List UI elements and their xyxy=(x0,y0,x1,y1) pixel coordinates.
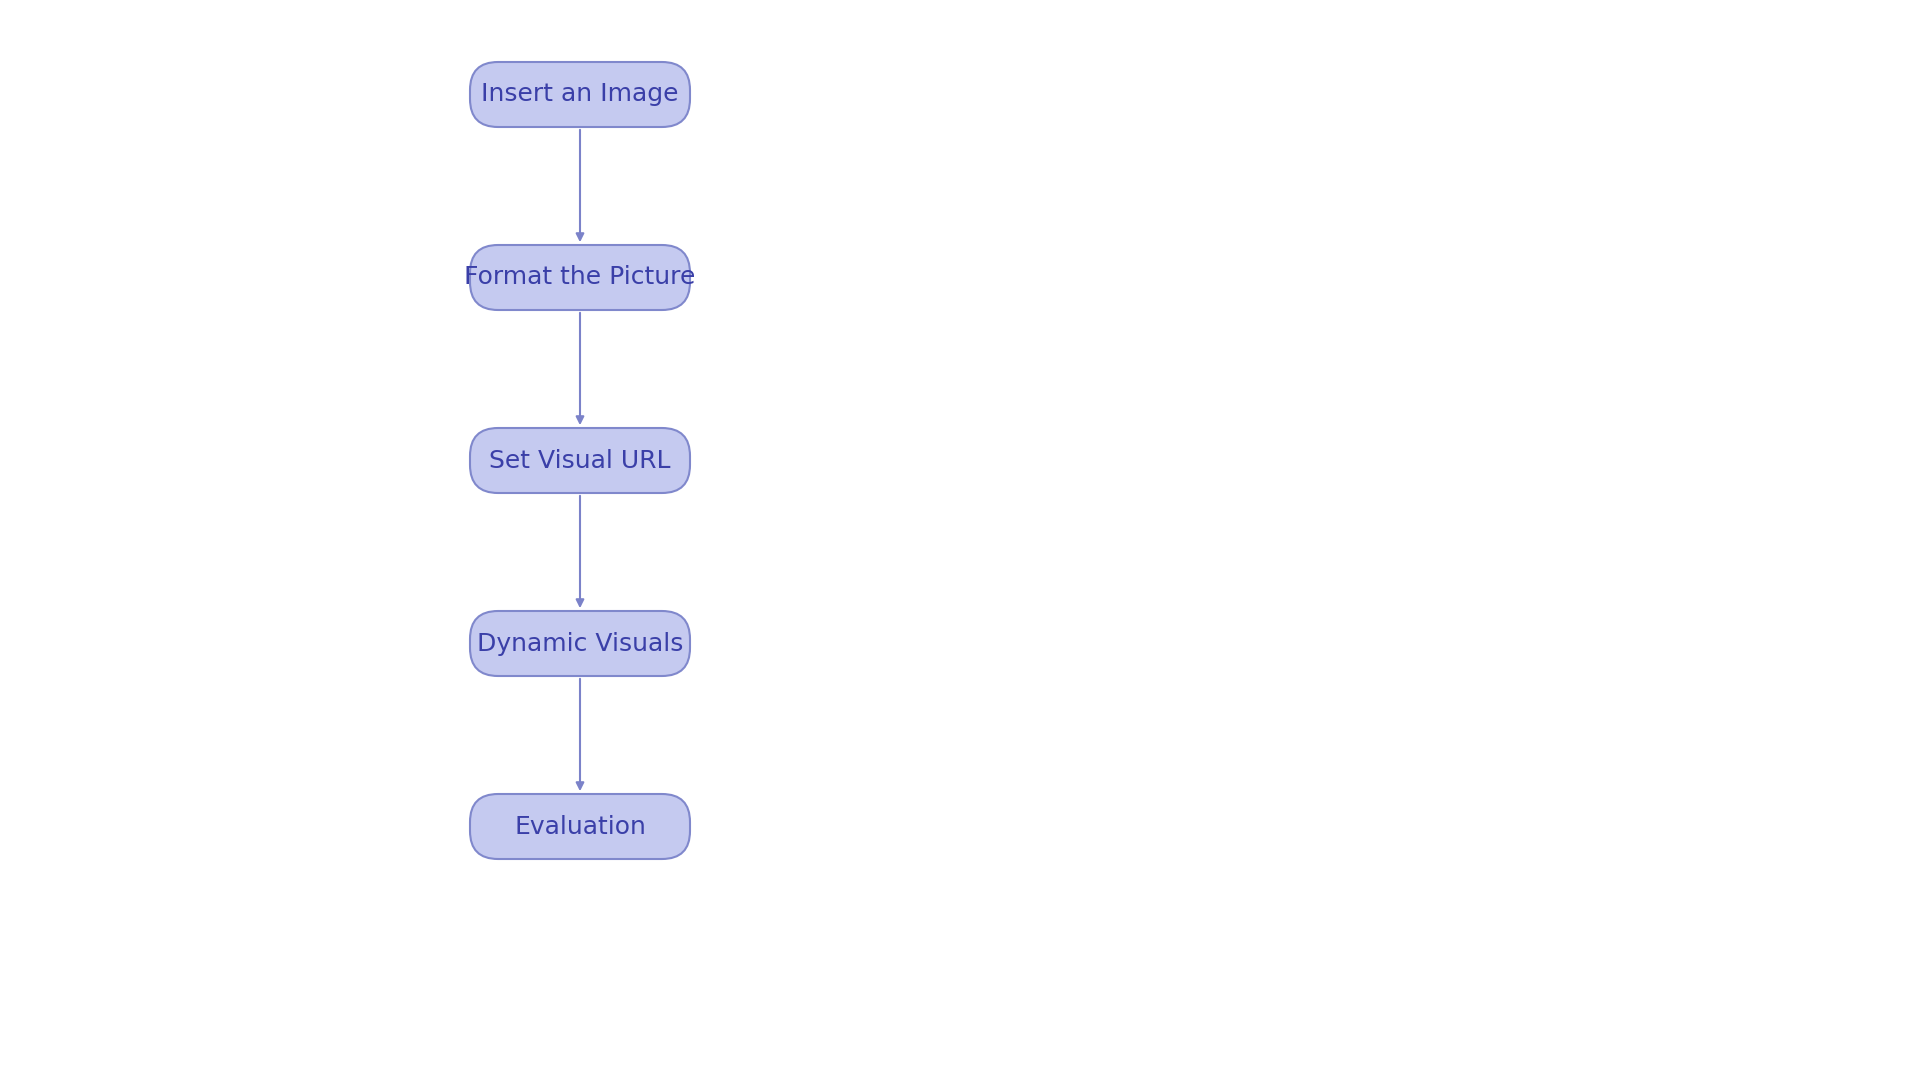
FancyBboxPatch shape xyxy=(470,428,689,493)
Text: Set Visual URL: Set Visual URL xyxy=(490,448,670,472)
Text: Insert an Image: Insert an Image xyxy=(482,82,680,106)
FancyBboxPatch shape xyxy=(470,245,689,310)
FancyBboxPatch shape xyxy=(470,62,689,127)
FancyBboxPatch shape xyxy=(470,794,689,859)
Text: Dynamic Visuals: Dynamic Visuals xyxy=(476,631,684,655)
FancyBboxPatch shape xyxy=(470,611,689,676)
Text: Evaluation: Evaluation xyxy=(515,814,645,838)
Text: Format the Picture: Format the Picture xyxy=(465,265,695,289)
